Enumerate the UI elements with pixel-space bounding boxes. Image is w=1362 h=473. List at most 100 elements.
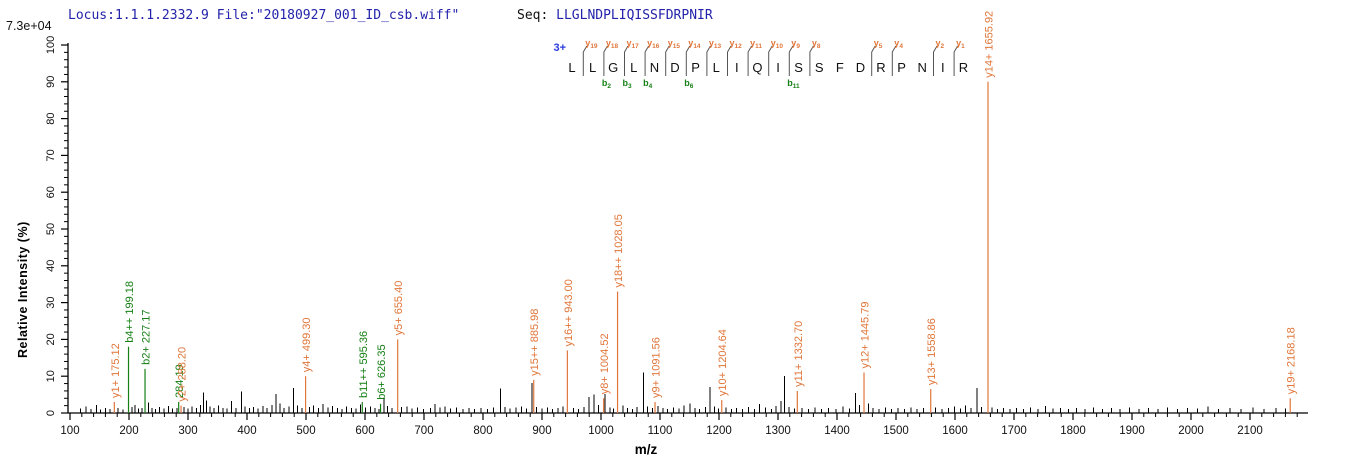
ion-peak-label: y19+ 2168.18	[1286, 327, 1298, 394]
residue-letter: L	[568, 60, 575, 75]
y-ion-label: y9	[791, 38, 800, 50]
y-tick-label: 10	[45, 370, 57, 382]
y-tick-label: 0	[45, 410, 57, 416]
cleavage-separator	[665, 45, 670, 76]
cleavage-separator	[582, 45, 588, 76]
y-tick-label: 60	[45, 186, 57, 198]
x-tick-label: 1500	[883, 425, 909, 437]
y-tick-label: 90	[45, 76, 57, 88]
cleavage-separator	[624, 45, 629, 76]
y-tick-label: 70	[45, 149, 57, 161]
residue-letter: P	[897, 60, 906, 75]
y-ion-label: y8	[812, 38, 821, 50]
b-ion-label: b11	[787, 78, 800, 90]
b-ion-label: b2	[602, 78, 612, 90]
ion-peak-label: y16++ 943.00	[563, 279, 575, 346]
cleavage-separator	[603, 45, 608, 76]
residue-letter: Q	[752, 60, 762, 75]
x-tick-label: 1100	[648, 425, 673, 437]
sequence-header: Seq: LLGLNDPLIQISSFDRPNIR	[517, 8, 713, 23]
x-tick-label: 1300	[765, 425, 791, 437]
ion-peak-label: b4++ 199.18	[124, 281, 136, 343]
residue-letter: I	[941, 60, 945, 75]
cleavage-separator	[953, 45, 959, 76]
y-ion-label: y18	[606, 38, 619, 50]
x-axis-title: m/z	[634, 442, 658, 457]
seq-value: LLGLNDPLIQISSFDRPNIR	[556, 8, 713, 23]
y-ion-label: y16	[647, 38, 660, 50]
cleavage-separator	[891, 45, 897, 76]
y-tick-label: 40	[45, 260, 57, 272]
b-ion-label: b4	[643, 78, 653, 90]
x-tick-label: 1400	[824, 425, 850, 437]
ion-peak-label: y18++ 1028.05	[613, 214, 625, 287]
y-ion-label: y17	[627, 38, 640, 50]
y-tick-label: 30	[45, 296, 57, 308]
ion-peak-label: y8+ 1004.52	[599, 333, 611, 394]
ion-peak-label: b11++ 595.36	[358, 331, 370, 398]
residue-letter: L	[589, 60, 596, 75]
x-tick-label: 500	[296, 425, 315, 437]
ion-peak-label: y2+ 288.20	[177, 347, 189, 402]
b-ion-label: b6	[684, 78, 694, 90]
axes	[67, 43, 1308, 414]
residue-letter: R	[876, 60, 885, 75]
x-tick-label: 1600	[942, 425, 968, 437]
x-tick-label: 200	[119, 425, 138, 437]
y-tick-label: 100	[45, 36, 57, 54]
y-ion-label: y19	[585, 38, 598, 50]
cleavage-separator	[933, 45, 938, 76]
y-tick-label: 20	[45, 333, 57, 345]
residue-letter: L	[713, 60, 720, 75]
cleavage-separator	[747, 45, 753, 76]
y-tick-label: 50	[45, 223, 57, 235]
ion-peak-label: y5+ 655.40	[393, 281, 405, 336]
cleavage-separator	[706, 45, 711, 76]
ion-peak-label: b6+ 626.35	[376, 344, 388, 399]
cleavage-separator	[871, 45, 876, 76]
x-tick-label: 2000	[1178, 425, 1204, 437]
residue-letter: I	[776, 60, 780, 75]
y-ion-label: y15	[668, 38, 681, 50]
cleavage-separator	[788, 45, 794, 76]
seq-label: Seq:	[517, 8, 549, 23]
x-tick-label: 600	[355, 425, 374, 437]
y-ion-label: y12	[730, 38, 743, 50]
residue-letter: G	[608, 60, 618, 75]
y-ion-label: y5	[874, 38, 883, 50]
ion-peak-label: y15++ 885.98	[529, 309, 541, 376]
ion-peak-label: b2+ 227.17	[141, 309, 153, 364]
ion-peak-label: y13+ 1558.86	[926, 318, 938, 385]
cleavage-separator	[809, 45, 814, 76]
ion-peak-label: y10+ 1204.64	[717, 329, 729, 396]
residue-letter: N	[918, 60, 927, 75]
x-tick-label: 2100	[1237, 425, 1263, 437]
y-ion-label: y2	[936, 38, 945, 50]
ion-peak-label: 284.19	[174, 364, 186, 398]
precursor-charge-label: 3+	[553, 42, 566, 54]
x-ticks: 100 200 300 400 500 600 700 800 900 1000 1100 1200 1…	[60, 413, 1298, 437]
ion-peak-label: y4+ 499.30	[301, 317, 313, 372]
cleavage-separator	[768, 45, 773, 76]
residue-letter: S	[815, 60, 824, 75]
x-tick-label: 300	[178, 425, 197, 437]
y-ion-label: y14	[688, 38, 701, 50]
cleavage-separator	[727, 45, 732, 76]
noise-peaks	[80, 372, 1286, 413]
residue-letter: R	[959, 60, 968, 75]
residue-letter: D	[670, 60, 679, 75]
x-tick-label: 1200	[706, 425, 732, 437]
y-ion-label: y1	[956, 38, 965, 50]
residue-letter: D	[856, 60, 865, 75]
residue-letter: L	[630, 60, 637, 75]
cleavage-separator	[644, 45, 650, 76]
locus-file-header: Locus:1.1.1.2332.9 File:"20180927_001_ID…	[68, 8, 460, 23]
residue-letter: P	[691, 60, 700, 75]
ion-peak-label: y11+ 1332.70	[793, 321, 805, 387]
residue-letter: I	[735, 60, 739, 75]
x-tick-label: 1000	[588, 425, 614, 437]
